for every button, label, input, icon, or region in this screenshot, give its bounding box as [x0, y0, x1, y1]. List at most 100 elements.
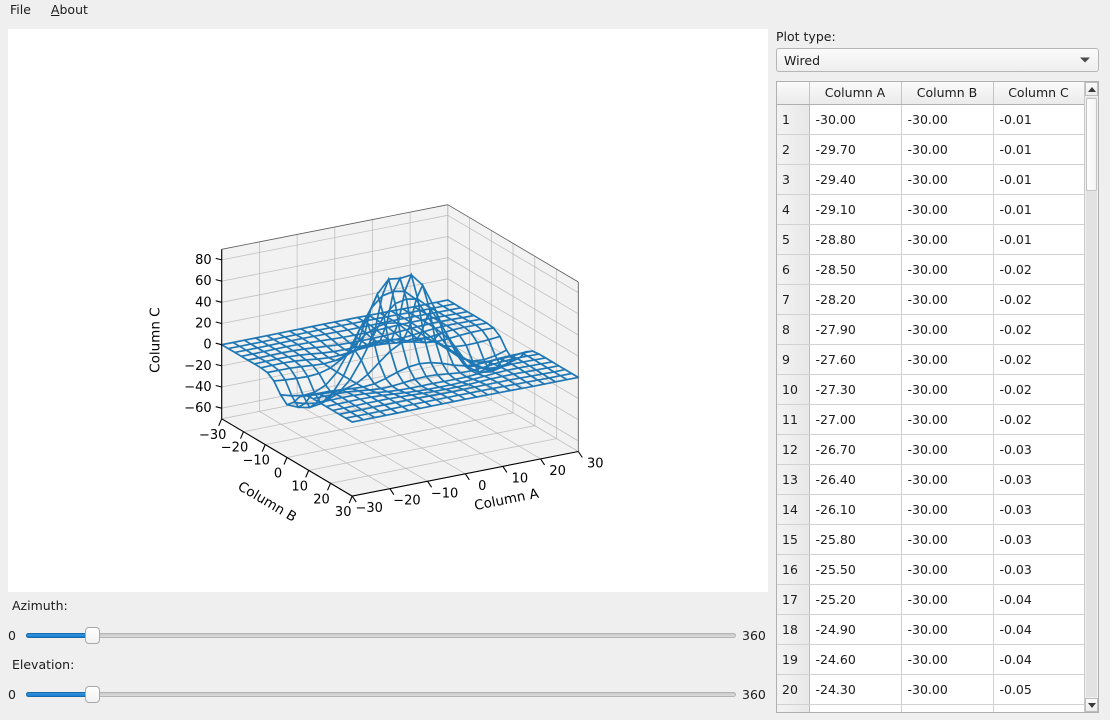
table-row[interactable]: 6 -28.50 -30.00 -0.02	[777, 254, 1084, 285]
cell-column-b[interactable]: -30.00	[901, 614, 994, 645]
table-row[interactable]: 8 -27.90 -30.00 -0.02	[777, 314, 1084, 345]
row-number-cell[interactable]: 17	[777, 584, 810, 615]
cell-column-a[interactable]: -29.70	[809, 134, 902, 165]
cell-column-a[interactable]: -25.20	[809, 584, 902, 615]
elevation-slider-groove[interactable]	[26, 692, 736, 697]
cell-column-c[interactable]: -0.03	[993, 524, 1084, 555]
row-number-cell[interactable]: 1	[777, 104, 810, 135]
table-row[interactable]: 19 -24.60 -30.00 -0.04	[777, 644, 1084, 675]
cell-column-a[interactable]: -26.40	[809, 464, 902, 495]
cell-column-a[interactable]: -27.30	[809, 374, 902, 405]
chevron-down-icon[interactable]	[1080, 57, 1090, 63]
cell-column-a[interactable]	[809, 704, 902, 712]
cell-column-c[interactable]: -0.02	[993, 254, 1084, 285]
cell-column-c[interactable]: -0.03	[993, 554, 1084, 585]
row-number-cell[interactable]: 13	[777, 464, 810, 495]
cell-column-c[interactable]: -0.03	[993, 494, 1084, 525]
cell-column-b[interactable]: -30.00	[901, 494, 994, 525]
cell-column-b[interactable]: -30.00	[901, 224, 994, 255]
table-scroll-viewport[interactable]: Column A Column B Column C 1 -30.00 -30.00…	[777, 82, 1084, 712]
cell-column-a[interactable]: -28.20	[809, 284, 902, 315]
azimuth-slider-handle[interactable]	[85, 627, 100, 644]
cell-column-c[interactable]: -0.02	[993, 284, 1084, 315]
table-row[interactable]: 20 -24.30 -30.00 -0.05	[777, 674, 1084, 705]
cell-column-b[interactable]: -30.00	[901, 254, 994, 285]
table-corner-header[interactable]	[777, 82, 810, 105]
cell-column-c[interactable]: -0.05	[993, 674, 1084, 705]
row-number-cell[interactable]: 16	[777, 554, 810, 585]
row-number-cell[interactable]: 19	[777, 644, 810, 675]
table-row[interactable]: 9 -27.60 -30.00 -0.02	[777, 344, 1084, 375]
cell-column-b[interactable]	[901, 704, 994, 712]
table-row[interactable]: 17 -25.20 -30.00 -0.04	[777, 584, 1084, 615]
scrollbar-thumb[interactable]	[1086, 98, 1097, 191]
cell-column-a[interactable]: -29.10	[809, 194, 902, 225]
cell-column-a[interactable]: -25.80	[809, 524, 902, 555]
cell-column-b[interactable]: -30.00	[901, 584, 994, 615]
table-row[interactable]: 15 -25.80 -30.00 -0.03	[777, 524, 1084, 555]
row-number-cell[interactable]: 7	[777, 284, 810, 315]
cell-column-c[interactable]: -0.02	[993, 374, 1084, 405]
plot-type-select[interactable]: Wired	[776, 48, 1099, 72]
cell-column-a[interactable]: -24.90	[809, 614, 902, 645]
menu-item-file[interactable]: File	[10, 2, 31, 17]
cell-column-b[interactable]: -30.00	[901, 104, 994, 135]
cell-column-a[interactable]: -30.00	[809, 104, 902, 135]
scroll-up-button[interactable]	[1085, 82, 1098, 96]
cell-column-a[interactable]: -27.60	[809, 344, 902, 375]
cell-column-a[interactable]: -26.10	[809, 494, 902, 525]
cell-column-c[interactable]: -0.04	[993, 644, 1084, 675]
scrollbar-trough[interactable]	[1086, 97, 1097, 697]
cell-column-b[interactable]: -30.00	[901, 164, 994, 195]
azimuth-slider[interactable]	[26, 626, 736, 644]
cell-column-c[interactable]: -0.04	[993, 584, 1084, 615]
row-number-cell[interactable]: 6	[777, 254, 810, 285]
cell-column-b[interactable]: -30.00	[901, 194, 994, 225]
row-number-cell[interactable]: 8	[777, 314, 810, 345]
cell-column-a[interactable]: -24.60	[809, 644, 902, 675]
row-number-cell[interactable]: 2	[777, 134, 810, 165]
cell-column-b[interactable]: -30.00	[901, 644, 994, 675]
table-row[interactable]	[777, 704, 1084, 712]
cell-column-c[interactable]: -0.01	[993, 224, 1084, 255]
table-row[interactable]: 4 -29.10 -30.00 -0.01	[777, 194, 1084, 225]
table-row[interactable]: 1 -30.00 -30.00 -0.01	[777, 104, 1084, 135]
cell-column-c[interactable]: -0.01	[993, 194, 1084, 225]
cell-column-c[interactable]: -0.02	[993, 404, 1084, 435]
cell-column-a[interactable]: -28.50	[809, 254, 902, 285]
cell-column-b[interactable]: -30.00	[901, 314, 994, 345]
row-number-cell[interactable]: 20	[777, 674, 810, 705]
cell-column-c[interactable]: -0.01	[993, 134, 1084, 165]
cell-column-c[interactable]: -0.01	[993, 104, 1084, 135]
table-row[interactable]: 14 -26.10 -30.00 -0.03	[777, 494, 1084, 525]
cell-column-c[interactable]: -0.03	[993, 434, 1084, 465]
data-table[interactable]: Column A Column B Column C 1 -30.00 -30.00…	[776, 81, 1099, 713]
scroll-down-button[interactable]	[1085, 698, 1098, 712]
cell-column-b[interactable]: -30.00	[901, 554, 994, 585]
cell-column-a[interactable]: -28.80	[809, 224, 902, 255]
table-row[interactable]: 7 -28.20 -30.00 -0.02	[777, 284, 1084, 315]
column-header-c[interactable]: Column C	[993, 82, 1084, 105]
plot-3d-wireframe[interactable]: −60−40−20020406080−30−20−100102030302010…	[8, 29, 768, 592]
row-number-cell[interactable]: 10	[777, 374, 810, 405]
cell-column-b[interactable]: -30.00	[901, 524, 994, 555]
row-number-cell[interactable]: 14	[777, 494, 810, 525]
cell-column-b[interactable]: -30.00	[901, 284, 994, 315]
cell-column-a[interactable]: -27.00	[809, 404, 902, 435]
cell-column-b[interactable]: -30.00	[901, 374, 994, 405]
cell-column-c[interactable]: -0.02	[993, 344, 1084, 375]
menu-item-about[interactable]: About	[41, 0, 98, 20]
row-number-cell[interactable]: 12	[777, 434, 810, 465]
cell-column-b[interactable]: -30.00	[901, 134, 994, 165]
row-number-cell[interactable]	[777, 704, 810, 712]
table-row[interactable]: 12 -26.70 -30.00 -0.03	[777, 434, 1084, 465]
row-number-cell[interactable]: 18	[777, 614, 810, 645]
cell-column-b[interactable]: -30.00	[901, 344, 994, 375]
table-row[interactable]: 2 -29.70 -30.00 -0.01	[777, 134, 1084, 165]
cell-column-c[interactable]: -0.04	[993, 614, 1084, 645]
cell-column-b[interactable]: -30.00	[901, 674, 994, 705]
table-row[interactable]: 18 -24.90 -30.00 -0.04	[777, 614, 1084, 645]
column-header-a[interactable]: Column A	[809, 82, 902, 105]
cell-column-a[interactable]: -24.30	[809, 674, 902, 705]
plot-canvas[interactable]: −60 −40 −20 0 20 40 60 80 −30 −20 −10 0 10 20 30 30 20 10…	[8, 29, 768, 592]
